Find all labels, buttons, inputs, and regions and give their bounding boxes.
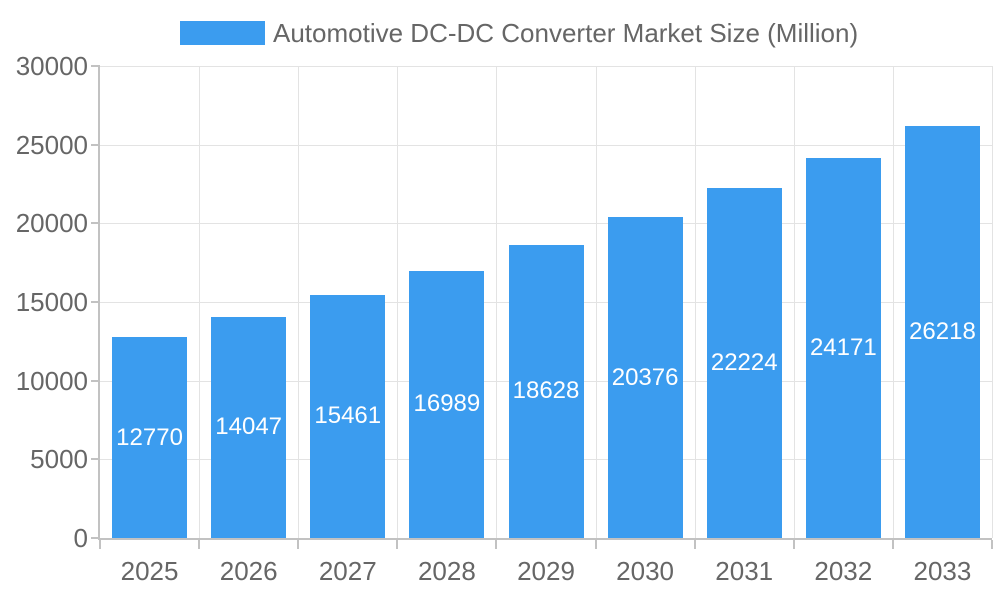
x-axis-label: 2031 <box>715 556 774 586</box>
bar-2031: 22224 <box>706 188 782 538</box>
x-axis-tick <box>198 540 201 549</box>
x-axis-label: 2025 <box>120 556 179 586</box>
bar-value-label: 14047 <box>215 413 283 441</box>
bar-2028: 16989 <box>409 270 485 538</box>
y-axis-tick <box>91 301 100 303</box>
legend-swatch <box>180 21 265 45</box>
y-axis-tick <box>91 379 100 382</box>
y-axis-label: 15000 <box>15 287 88 317</box>
x-axis-label: 2033 <box>913 556 972 586</box>
gridline-vertical <box>694 66 696 538</box>
x-axis-tick <box>99 540 101 549</box>
legend-label: Automotive DC-DC Converter Market Size (… <box>273 17 859 48</box>
y-axis-label: 25000 <box>15 129 88 160</box>
gridline-vertical <box>892 66 894 538</box>
gridline-horizontal <box>100 66 992 67</box>
y-axis-tick <box>91 222 100 225</box>
y-axis-tick <box>91 65 100 67</box>
bar-value-label: 15461 <box>314 402 382 430</box>
x-axis-tick <box>297 540 300 549</box>
y-axis-label: 30000 <box>15 51 88 81</box>
bar-value-label: 18628 <box>512 377 580 405</box>
x-axis-tick <box>891 540 894 549</box>
bar-2029: 18628 <box>508 244 584 538</box>
y-axis-tick <box>91 143 100 146</box>
x-axis-tick <box>792 540 795 549</box>
x-axis-tick <box>991 540 993 549</box>
gridline-vertical <box>793 66 795 538</box>
y-axis-tick <box>91 537 100 539</box>
y-axis-label: 0 <box>73 523 88 553</box>
x-axis-tick <box>495 540 498 549</box>
bar-value-label: 24171 <box>809 333 877 361</box>
x-axis-label: 2032 <box>814 556 873 586</box>
bar-value-label: 16989 <box>413 390 481 418</box>
bar-2027: 15461 <box>310 294 386 538</box>
x-axis-label: 2030 <box>616 556 675 586</box>
x-axis-tick <box>396 540 399 549</box>
x-axis-label: 2029 <box>517 556 575 586</box>
bar-2033: 26218 <box>904 125 980 538</box>
x-axis-line <box>98 538 992 540</box>
gridline-horizontal <box>100 223 992 225</box>
gridline-horizontal <box>100 144 992 146</box>
y-axis-tick <box>91 458 100 461</box>
bar-2025: 12770 <box>112 337 188 538</box>
bar-value-label: 22224 <box>710 349 778 377</box>
x-axis-label: 2027 <box>318 556 377 586</box>
y-axis-label: 10000 <box>15 365 88 396</box>
gridline-vertical <box>595 66 597 538</box>
bar-value-label: 20376 <box>611 363 679 391</box>
gridline-vertical <box>397 66 399 538</box>
gridline-vertical <box>298 66 300 538</box>
gridline-vertical <box>496 66 498 538</box>
bar-value-label: 26218 <box>909 317 976 345</box>
chart-legend-item[interactable]: Automotive DC-DC Converter Market Size (… <box>180 18 858 48</box>
gridline-vertical <box>992 66 993 538</box>
bar-2026: 14047 <box>211 316 287 538</box>
bar-2032: 24171 <box>805 157 881 538</box>
bar-2030: 20376 <box>607 217 683 538</box>
x-axis-label: 2028 <box>417 556 476 586</box>
y-axis-label: 20000 <box>15 208 88 239</box>
bar-value-label: 12770 <box>116 423 183 451</box>
x-axis-label: 2026 <box>219 556 278 586</box>
x-axis-tick <box>693 540 696 549</box>
x-axis-tick <box>594 540 597 549</box>
y-axis-label: 5000 <box>30 444 88 475</box>
gridline-vertical <box>199 66 201 538</box>
